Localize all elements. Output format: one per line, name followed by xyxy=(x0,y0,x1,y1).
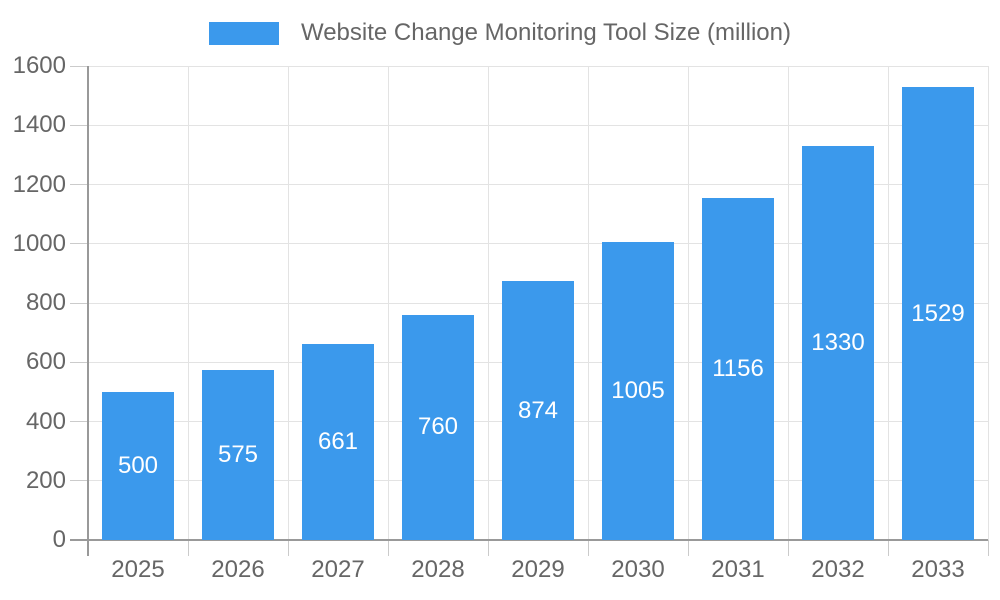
x-axis-label: 2032 xyxy=(811,556,865,583)
x-axis-label: 2030 xyxy=(611,556,665,583)
bar-2026 xyxy=(202,369,274,540)
x-axis-tick xyxy=(587,540,589,556)
y-axis-tick xyxy=(70,480,88,482)
x-axis-label: 2031 xyxy=(711,556,765,583)
y-axis-tick xyxy=(70,184,88,185)
x-axis-tick xyxy=(187,540,189,556)
gridline-vertical xyxy=(587,66,589,540)
y-axis-label: 400 xyxy=(25,407,66,435)
bar-2025 xyxy=(102,391,174,540)
x-axis-tick xyxy=(287,540,289,556)
bar-value-label: 575 xyxy=(217,440,259,468)
x-axis-tick xyxy=(687,540,689,556)
y-axis-label: 1000 xyxy=(12,229,66,257)
y-axis-tick xyxy=(70,302,88,304)
y-axis-label: 1600 xyxy=(12,52,66,79)
gridline-horizontal xyxy=(88,65,988,67)
gridline-vertical xyxy=(387,66,389,540)
gridline-vertical xyxy=(187,66,189,540)
x-axis-label: 2028 xyxy=(411,556,465,583)
bar-2028 xyxy=(402,314,474,540)
y-axis-label: 200 xyxy=(25,466,66,494)
bar-value-label: 500 xyxy=(117,451,159,479)
y-axis-label: 1200 xyxy=(12,170,66,198)
bar-value-label: 1156 xyxy=(712,354,764,382)
x-axis-tick xyxy=(387,540,389,556)
legend-swatch xyxy=(208,21,279,45)
x-axis-label: 2026 xyxy=(211,556,265,583)
y-axis-tick xyxy=(70,65,88,67)
bar-value-label: 1529 xyxy=(911,299,965,327)
y-axis-line xyxy=(87,66,89,556)
x-axis-label: 2033 xyxy=(911,556,965,583)
gridline-vertical xyxy=(687,66,689,540)
gridline-vertical xyxy=(987,66,989,540)
x-axis-label: 2027 xyxy=(311,556,365,583)
bar-value-label: 1005 xyxy=(611,377,665,405)
gridline-vertical xyxy=(787,66,789,540)
y-axis-tick xyxy=(70,361,88,363)
gridline-horizontal xyxy=(88,124,988,126)
bar-2030 xyxy=(602,242,674,540)
x-axis-tick xyxy=(887,540,889,556)
legend-label: Website Change Monitoring Tool Size (mil… xyxy=(300,19,791,46)
bar-value-label: 661 xyxy=(317,428,359,456)
gridline-vertical xyxy=(487,66,489,540)
gridline-horizontal xyxy=(88,243,988,245)
bar-value-label: 874 xyxy=(517,396,559,424)
y-axis-label: 800 xyxy=(25,289,66,316)
y-axis-tick xyxy=(70,124,88,126)
bar-2027 xyxy=(302,344,374,540)
y-axis-tick xyxy=(70,421,88,422)
bar-value-label: 760 xyxy=(417,413,459,441)
y-axis-label: 0 xyxy=(52,526,66,553)
bar-2029 xyxy=(502,281,574,540)
gridline-vertical xyxy=(287,66,289,540)
chart-legend[interactable]: Website Change Monitoring Tool Size (mil… xyxy=(0,19,1000,47)
x-axis-line xyxy=(70,539,988,541)
x-axis-tick xyxy=(987,540,989,556)
x-axis-label: 2029 xyxy=(511,556,565,583)
y-axis-label: 600 xyxy=(25,348,66,376)
bar-2032 xyxy=(802,145,874,540)
bar-value-label: 1330 xyxy=(811,328,865,356)
bar-2031 xyxy=(702,197,774,540)
x-axis-tick xyxy=(487,540,489,556)
y-axis-label: 1400 xyxy=(12,111,66,139)
gridline-horizontal xyxy=(88,184,988,185)
gridline-vertical xyxy=(887,66,889,540)
bar-2033 xyxy=(902,87,974,540)
y-axis-tick xyxy=(70,243,88,245)
x-axis-label: 2025 xyxy=(111,556,165,583)
x-axis-tick xyxy=(787,540,789,556)
